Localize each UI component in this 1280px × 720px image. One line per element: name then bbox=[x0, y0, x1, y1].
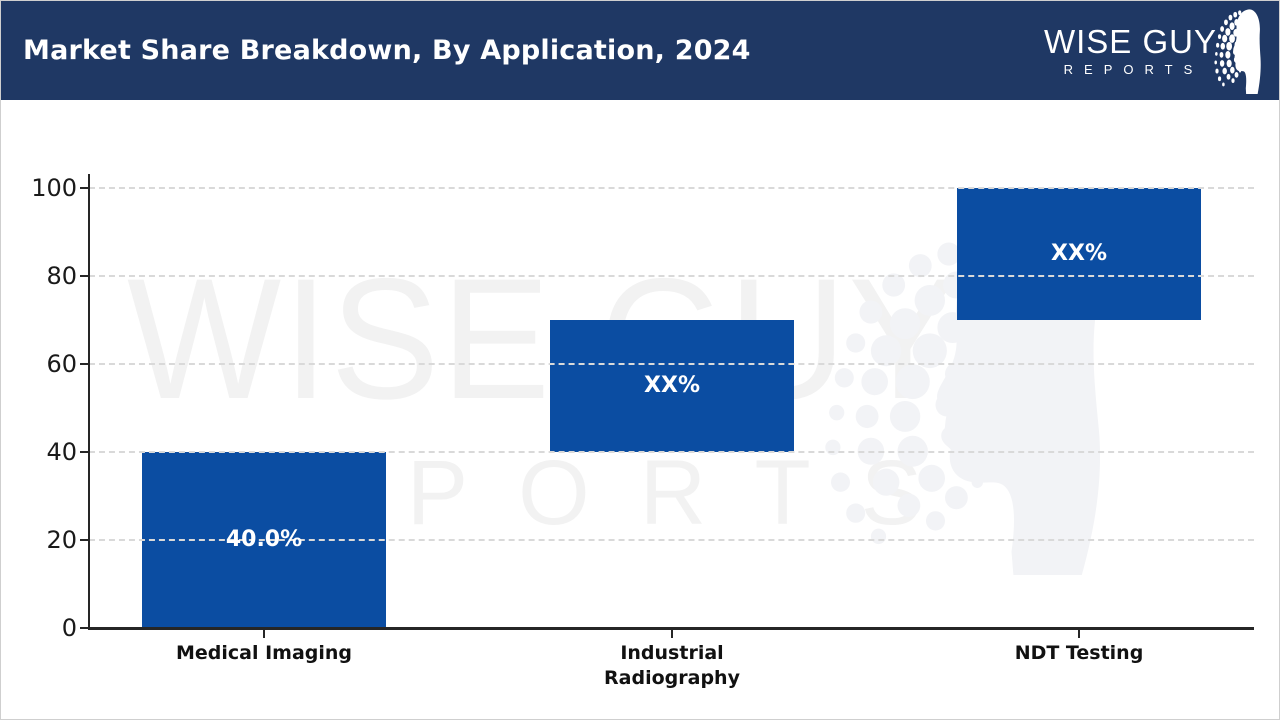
y-tick-label-60: 60 bbox=[46, 350, 77, 378]
y-tick-mark-20 bbox=[80, 539, 89, 541]
y-tick-label-100: 100 bbox=[31, 174, 77, 202]
x-tick-mark-industrial-radiography bbox=[671, 630, 673, 638]
bar-industrial-radiography bbox=[550, 320, 794, 452]
y-tick-label-0: 0 bbox=[61, 614, 77, 642]
bar-value-label-industrial-radiography: XX% bbox=[644, 373, 700, 398]
page-title: Market Share Breakdown, By Application, … bbox=[23, 35, 751, 66]
logo-name: WISE GUY bbox=[1043, 23, 1217, 61]
y-tick-label-40: 40 bbox=[46, 438, 77, 466]
logo-text: WISE GUY REPORTS bbox=[1044, 25, 1217, 77]
x-axis-category-label-medical-imaging: Medical Imaging bbox=[175, 642, 353, 664]
x-tick-mark-medical-imaging bbox=[263, 630, 265, 638]
logo-face-icon bbox=[1214, 9, 1261, 94]
header: Market Share Breakdown, By Application, … bbox=[1, 1, 1279, 100]
y-tick-mark-100 bbox=[80, 187, 89, 189]
bar-ndt-testing bbox=[957, 188, 1201, 320]
wiseguy-logo: WISE GUY REPORTS bbox=[1044, 7, 1273, 95]
logo-subtitle: REPORTS bbox=[1063, 61, 1204, 77]
y-tick-label-20: 20 bbox=[46, 526, 77, 554]
x-axis-category-label-industrial-radiography: Industrial Radiography bbox=[604, 642, 740, 689]
y-tick-mark-0 bbox=[80, 627, 89, 629]
y-tick-mark-60 bbox=[80, 363, 89, 365]
gridline-100 bbox=[89, 187, 1254, 189]
gridline-60 bbox=[89, 363, 1254, 365]
y-axis-line bbox=[88, 174, 90, 630]
y-tick-mark-80 bbox=[80, 275, 89, 277]
x-tick-mark-ndt-testing bbox=[1078, 630, 1080, 638]
gridline-80 bbox=[89, 275, 1254, 277]
watermark-text-wiseguy: WISE GUY bbox=[127, 243, 960, 435]
x-axis-category-label-ndt-testing: NDT Testing bbox=[1014, 642, 1144, 664]
gridline-40 bbox=[89, 451, 1254, 453]
y-tick-label-80: 80 bbox=[46, 262, 77, 290]
bar-value-label-ndt-testing: XX% bbox=[1051, 241, 1107, 266]
gridline-20 bbox=[89, 539, 1254, 541]
bar-value-label-medical-imaging: 40.0% bbox=[225, 527, 303, 552]
x-axis-line bbox=[88, 627, 1254, 630]
y-tick-mark-40 bbox=[80, 451, 89, 453]
